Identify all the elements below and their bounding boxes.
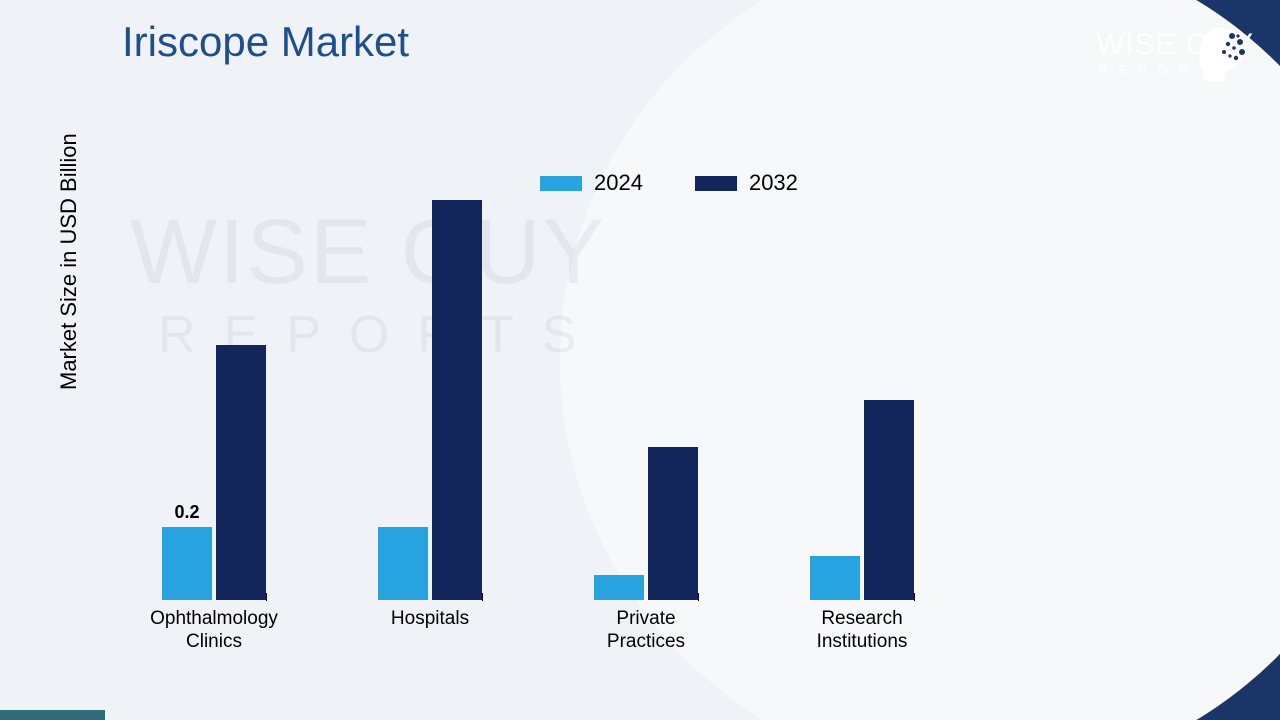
chart-legend: 2024 2032 [540,170,798,196]
bar [216,345,266,600]
legend-label: 2032 [749,170,798,196]
bar [432,200,482,600]
legend-swatch-2032 [695,176,737,191]
accent-bar [0,710,105,720]
category-label: Hospitals [340,600,520,631]
legend-item: 2024 [540,170,643,196]
bar-chart: Ophthalmology ClinicsHospitalsPrivate Pr… [122,200,962,600]
category-label: Ophthalmology Clinics [124,600,304,654]
legend-swatch-2024 [540,176,582,191]
category-label: Private Practices [556,600,736,654]
y-axis-label: Market Size in USD Billion [56,133,82,390]
legend-label: 2024 [594,170,643,196]
brain-head-icon [1190,22,1260,92]
value-label: 0.2 [174,502,199,523]
plot-area: Ophthalmology ClinicsHospitalsPrivate Pr… [122,200,962,600]
category-label: Research Institutions [772,600,952,654]
bar [864,400,914,600]
bar [162,527,212,600]
brand-logo: WISE GUY REPORTS [1096,28,1254,77]
bar [810,556,860,600]
page-title: Iriscope Market [122,18,409,66]
bar [594,575,644,600]
bar [648,447,698,600]
bar [378,527,428,600]
legend-item: 2032 [695,170,798,196]
